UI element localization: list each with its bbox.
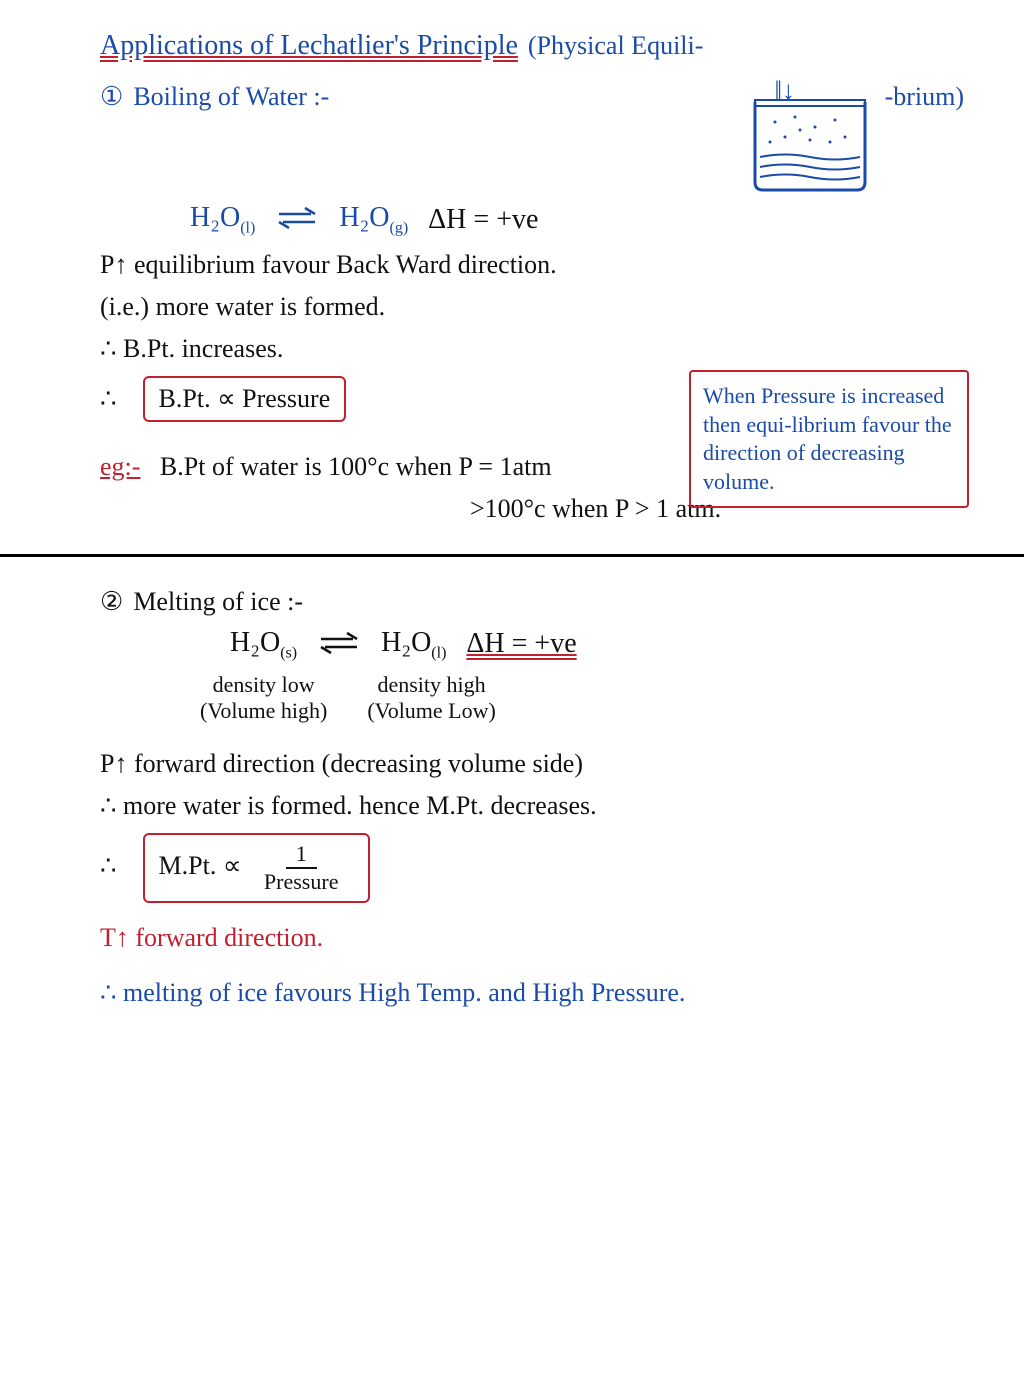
s2-product-formula: H₂O (381, 627, 431, 658)
s1-eg-line1: B.Pt of water is 100°c when P = 1atm (160, 452, 552, 481)
equilibrium-arrows-icon (317, 629, 361, 660)
section1-number: ① (100, 82, 123, 112)
equilibrium-arrows-icon (275, 204, 319, 235)
s2-boxed-left: M.Pt. ∝ (159, 851, 242, 880)
s2-more-water-line: ∴ more water is formed. hence M.Pt. decr… (100, 791, 964, 821)
s2-col1-density: density low (200, 672, 327, 698)
density-columns: density low (Volume high) density high (… (200, 672, 964, 724)
pressure-rule-sidebox: When Pressure is increased then equi-lib… (689, 370, 969, 508)
section-divider (0, 554, 1024, 557)
s2-product-phase: (l) (431, 644, 446, 661)
s2-temperature-line: T↑ forward direction. (100, 923, 964, 953)
fraction: 1 Pressure (254, 841, 349, 895)
subtitle-part1: (Physical Equili- (528, 31, 703, 61)
s2-pressure-line: P↑ forward direction (decreasing volume … (100, 749, 964, 779)
frac-denominator: Pressure (254, 869, 349, 895)
s1-reactant: H₂O(l) (190, 202, 255, 238)
s2-reactant-phase: (s) (280, 644, 297, 661)
s2-reactant-formula: H₂O (230, 627, 280, 658)
s1-pressure-line: P↑ equilibrium favour Back Ward directio… (100, 250, 964, 280)
subtitle-part2: -brium) (885, 82, 964, 112)
s1-boxed-relation: B.Pt. ∝ Pressure (143, 376, 347, 422)
s1-product-formula: H₂O (339, 202, 389, 233)
s2-product: H₂O(l) (381, 627, 446, 663)
s2-col1-volume: (Volume high) (200, 698, 327, 724)
s2-deltaH: ΔH = +ve (466, 628, 576, 660)
beaker-diagram (745, 82, 875, 192)
s2-boxed-row: ∴ M.Pt. ∝ 1 Pressure (100, 833, 964, 903)
s1-product-phase: (g) (390, 220, 409, 237)
sidebox-text: When Pressure is increased then equi-lib… (703, 383, 952, 494)
section2-heading: Melting of ice :- (133, 587, 303, 617)
frac-numerator: 1 (286, 841, 317, 869)
s2-therefore-prefix: ∴ (100, 851, 117, 880)
s2-col2-density: density high (367, 672, 496, 698)
s2-col2-volume: (Volume Low) (367, 698, 496, 724)
s2-reactant: H₂O(s) (230, 627, 297, 663)
s1-deltaH: ΔH = +ve (428, 204, 538, 236)
s2-conclusion: ∴ melting of ice favours High Temp. and … (100, 978, 964, 1008)
s1-product: H₂O(g) (339, 202, 408, 238)
page-title: Applications of Lechatlier's Principle (100, 30, 518, 62)
s1-reactant-formula: H₂O (190, 202, 240, 233)
section1-heading: Boiling of Water :- (133, 82, 329, 112)
s1-therefore2-prefix: ∴ (100, 384, 117, 413)
eg-label: eg:- (100, 452, 140, 481)
s2-boxed-relation: M.Pt. ∝ 1 Pressure (143, 833, 371, 903)
section2-number: ② (100, 587, 123, 617)
s1-ie-line: (i.e.) more water is formed. (100, 292, 964, 322)
s1-therefore1: ∴ B.Pt. increases. (100, 334, 964, 364)
s1-reactant-phase: (l) (240, 220, 255, 237)
